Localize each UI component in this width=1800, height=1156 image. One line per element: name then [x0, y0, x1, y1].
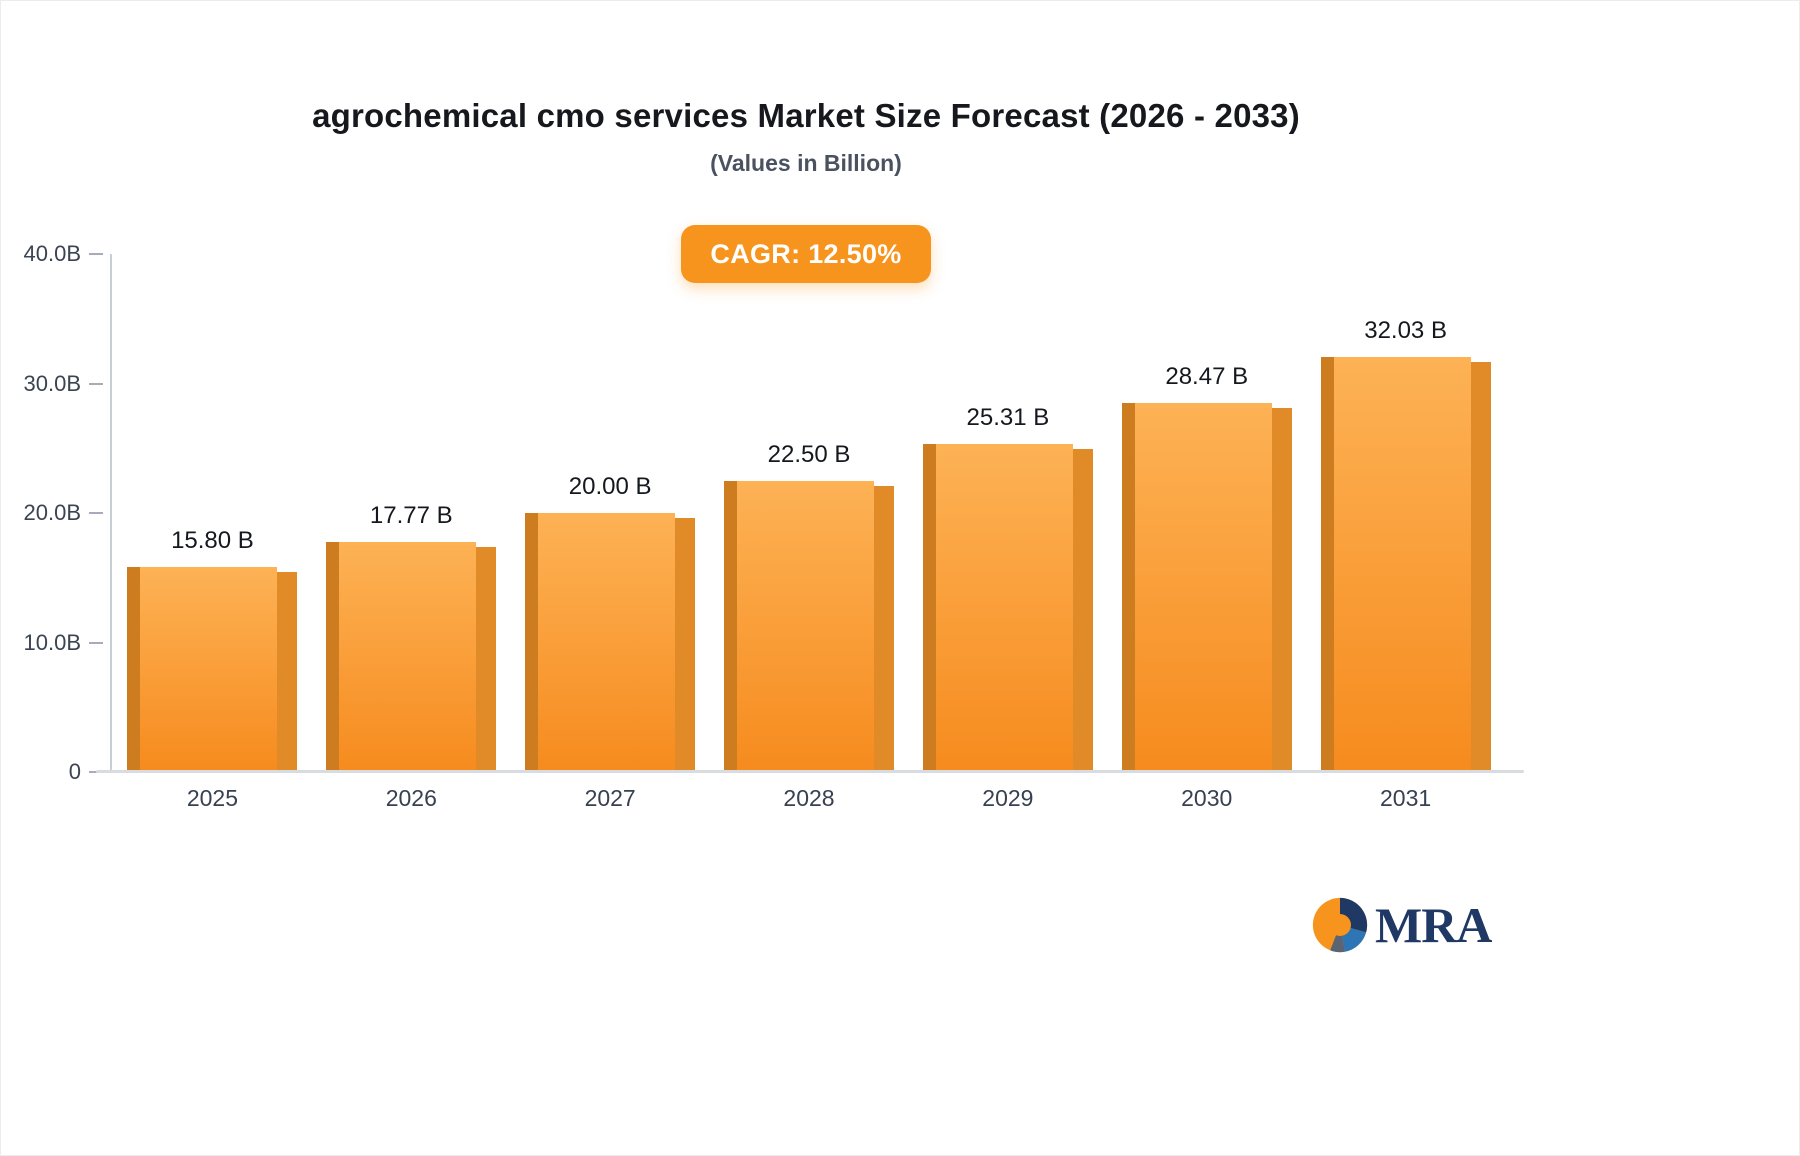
x-axis-label-2029: 2029 — [982, 785, 1034, 811]
brand-logo-text: MRA — [1375, 897, 1492, 953]
bar-left-highlight — [127, 567, 141, 772]
cagr-badge: CAGR: 12.50% — [681, 225, 931, 283]
y-tick-label: 40.0B — [23, 241, 82, 266]
bar-face — [1121, 403, 1272, 772]
bar-value-label: 32.03 B — [1364, 317, 1447, 345]
x-axis-label-2028: 2028 — [783, 785, 835, 811]
y-tick-mark — [89, 512, 103, 514]
y-tick-label: 30.0B — [23, 370, 82, 396]
bar-value-label: 25.31 B — [966, 404, 1050, 432]
bar-value-label: 20.00 B — [568, 473, 652, 500]
y-tick-mark — [89, 641, 103, 644]
bar-value-label: 22.50 B — [767, 440, 851, 468]
y-tick-label: 10.0B — [23, 629, 82, 655]
y-axis-line — [110, 254, 112, 773]
x-axis-baseline — [96, 770, 1524, 773]
bar-3d-side — [874, 485, 894, 772]
bar-value-label: 15.80 B — [171, 527, 254, 555]
bar-2028 — [724, 480, 894, 772]
bar-group-2025: 15.80 B — [113, 254, 312, 772]
bar-3d-side — [1271, 408, 1292, 772]
bar-left-highlight — [326, 541, 340, 772]
bar-left-highlight — [724, 480, 737, 772]
bar-face — [724, 480, 874, 772]
bar-face — [326, 541, 477, 772]
y-tick-mark — [89, 253, 103, 255]
bar-group-2028: 22.50 B — [710, 254, 909, 772]
bar-face — [1320, 357, 1471, 772]
brand-logo: MRA — [1309, 891, 1492, 959]
bar-value-label: 17.77 B — [369, 501, 453, 529]
bar-group-2031: 32.03 B — [1306, 254, 1505, 772]
bar-left-highlight — [525, 513, 539, 772]
pie-logo-icon — [1312, 897, 1368, 953]
x-axis-labels: 2025 2026 2027 2028 2029 2030 2031 — [113, 785, 1505, 812]
bar-2027 — [525, 513, 696, 772]
bar-3d-side — [277, 572, 298, 772]
bar-face — [525, 513, 676, 772]
y-tick-label: 20.0B — [23, 500, 82, 525]
bar-2026 — [326, 541, 497, 772]
bar-2029 — [922, 444, 1093, 772]
bar-face — [127, 567, 278, 772]
bar-left-highlight — [922, 444, 936, 772]
bar-2030 — [1121, 403, 1292, 772]
x-axis-label-2025: 2025 — [186, 785, 239, 811]
chart-title: agrochemical cmo services Market Size Fo… — [312, 97, 1300, 134]
bar-group-2026: 17.77 B — [312, 254, 511, 772]
y-tick-mark — [89, 382, 103, 385]
cagr-badge-label: CAGR: 12.50% — [710, 238, 902, 269]
x-axis-label-2030: 2030 — [1181, 785, 1233, 811]
bar-3d-side — [675, 518, 696, 772]
bar-3d-side — [476, 546, 497, 772]
bar-group-2029: 25.31 B — [908, 254, 1107, 772]
bar-group-2030: 28.47 B — [1107, 254, 1306, 772]
bar-group-2027: 20.00 B — [511, 254, 710, 772]
bar-2031 — [1320, 357, 1491, 772]
bar-3d-side — [1470, 362, 1491, 772]
x-axis-label-2031: 2031 — [1380, 785, 1432, 811]
bar-left-highlight — [1121, 403, 1135, 772]
bar-value-label: 28.47 B — [1165, 363, 1249, 391]
x-axis-label-2026: 2026 — [385, 785, 437, 811]
y-tick-label: 0 — [68, 759, 81, 784]
x-axis-label-2027: 2027 — [584, 785, 636, 811]
bar-left-highlight — [1320, 357, 1334, 772]
chart-subtitle: (Values in Billion) — [710, 150, 902, 176]
bar-face — [922, 444, 1073, 772]
plot-area: 15.80 B 17.77 B 20.00 B 22.50 B 25.31 B 28.47… — [113, 254, 1505, 772]
bar-3d-side — [1072, 449, 1093, 772]
bar-2025 — [127, 567, 298, 772]
